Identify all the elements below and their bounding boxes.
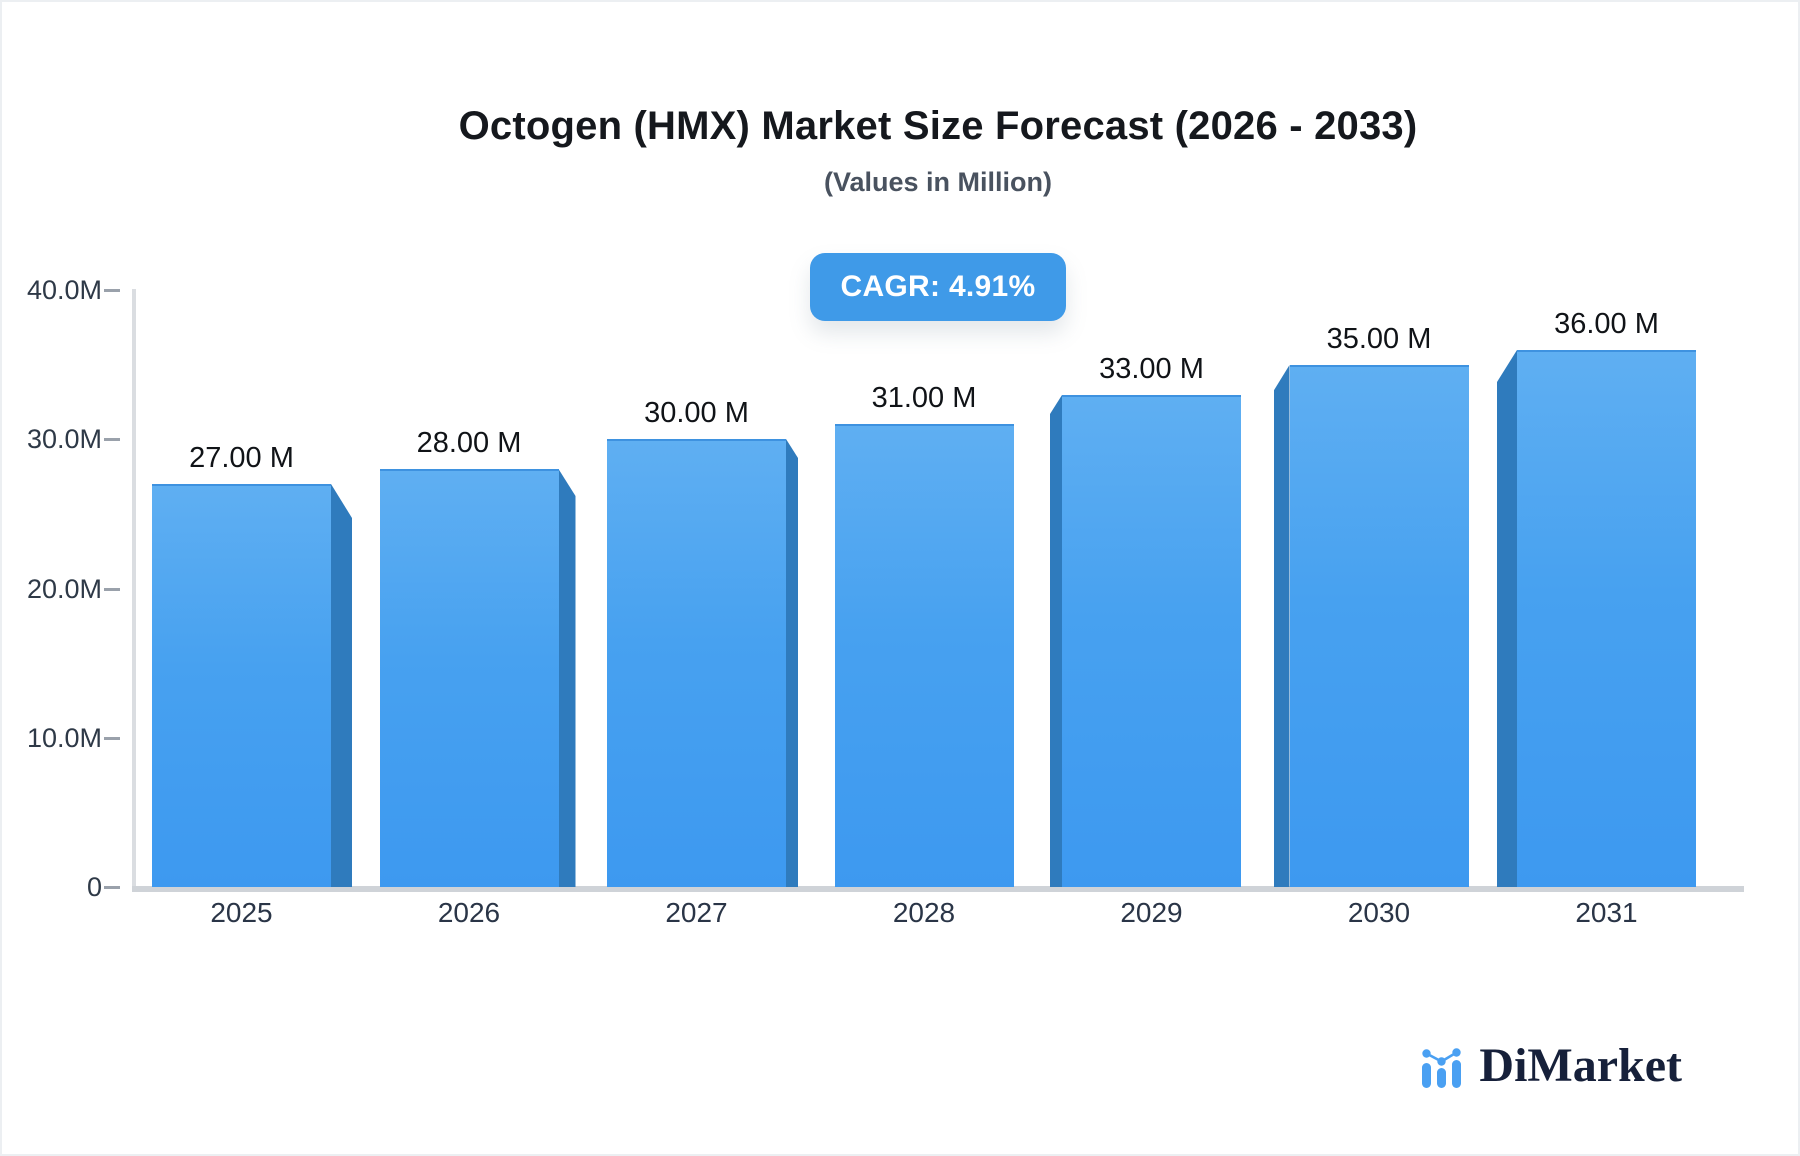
y-axis-tick-mark (104, 736, 120, 740)
bar-2031[interactable] (1497, 350, 1696, 887)
y-axis-tick-mark (104, 587, 120, 591)
bar-face (607, 439, 786, 887)
x-axis-label-2026: 2026 (437, 897, 501, 928)
chart-subtitle: (Values in Million) (823, 167, 1053, 197)
x-axis-label-2027: 2027 (665, 897, 728, 928)
y-axis-tick-label: 40.0M (26, 275, 102, 306)
bar-2026[interactable] (379, 469, 576, 887)
bar-value-label-2027: 30.00 M (644, 397, 749, 429)
y-axis-tick-label: 10.0M (26, 722, 102, 753)
y-axis-tick-mark (104, 289, 120, 293)
y-axis-tick-label: 20.0M (26, 573, 102, 604)
x-axis-label-2028: 2028 (892, 897, 956, 928)
dimarket-logo-text: DiMarket (1479, 1039, 1682, 1092)
bar-value-label-2025: 27.00 M (189, 442, 294, 474)
bar-value-label-2030: 35.00 M (1326, 323, 1432, 355)
x-axis-label-2029: 2029 (1120, 897, 1183, 928)
bar-2029[interactable] (1050, 395, 1241, 887)
bar-face (1289, 365, 1469, 887)
bar-2030[interactable] (1273, 365, 1469, 887)
cagr-badge-row: CAGR: 4.91% (132, 253, 1744, 321)
chart-title: Octogen (HMX) Market Size Forecast (2026… (458, 104, 1418, 148)
y-axis-tick-label: 30.0M (26, 424, 102, 455)
x-axis-label-2031: 2031 (1575, 897, 1638, 928)
y-axis-line (132, 289, 136, 889)
x-axis-label-2025: 2025 (210, 897, 273, 928)
bar-value-label-2029: 33.00 M (1099, 353, 1204, 385)
bar-2027[interactable] (607, 439, 798, 887)
bar-side-shadow (1050, 395, 1062, 887)
x-axis-label-2030: 2030 (1347, 897, 1411, 928)
y-axis-tick-mark (104, 886, 120, 889)
bar-side-shadow (331, 484, 352, 887)
dimarket-logo-icon (1422, 1048, 1462, 1088)
bar-face (152, 484, 331, 887)
bar-side-shadow (558, 469, 576, 887)
bar-2028[interactable] (834, 424, 1014, 887)
x-axis-baseline (132, 886, 1744, 892)
bar-face (834, 424, 1014, 887)
bar-value-label-2026: 28.00 M (416, 427, 522, 459)
bar-face (1517, 350, 1696, 887)
bar-face (1062, 395, 1241, 887)
bar-2025[interactable] (152, 484, 352, 887)
bar-value-label-2028: 31.00 M (871, 382, 977, 414)
bar-value-label-2031: 36.00 M (1554, 308, 1659, 340)
bar-side-shadow (786, 439, 798, 887)
y-axis-tick-label: 0 (86, 872, 102, 902)
bar-side-shadow (1497, 350, 1517, 887)
y-axis-tick-mark (104, 438, 120, 442)
cagr-badge: CAGR: 4.91% (810, 253, 1066, 321)
bar-face (379, 469, 559, 887)
dimarket-logo: DiMarket (1420, 1042, 1682, 1090)
bar-side-shadow (1273, 365, 1290, 887)
